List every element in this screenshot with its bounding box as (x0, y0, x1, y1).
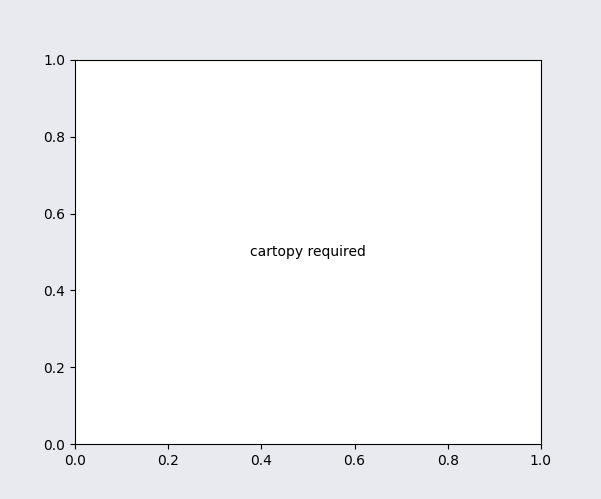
Text: cartopy required: cartopy required (250, 245, 366, 259)
